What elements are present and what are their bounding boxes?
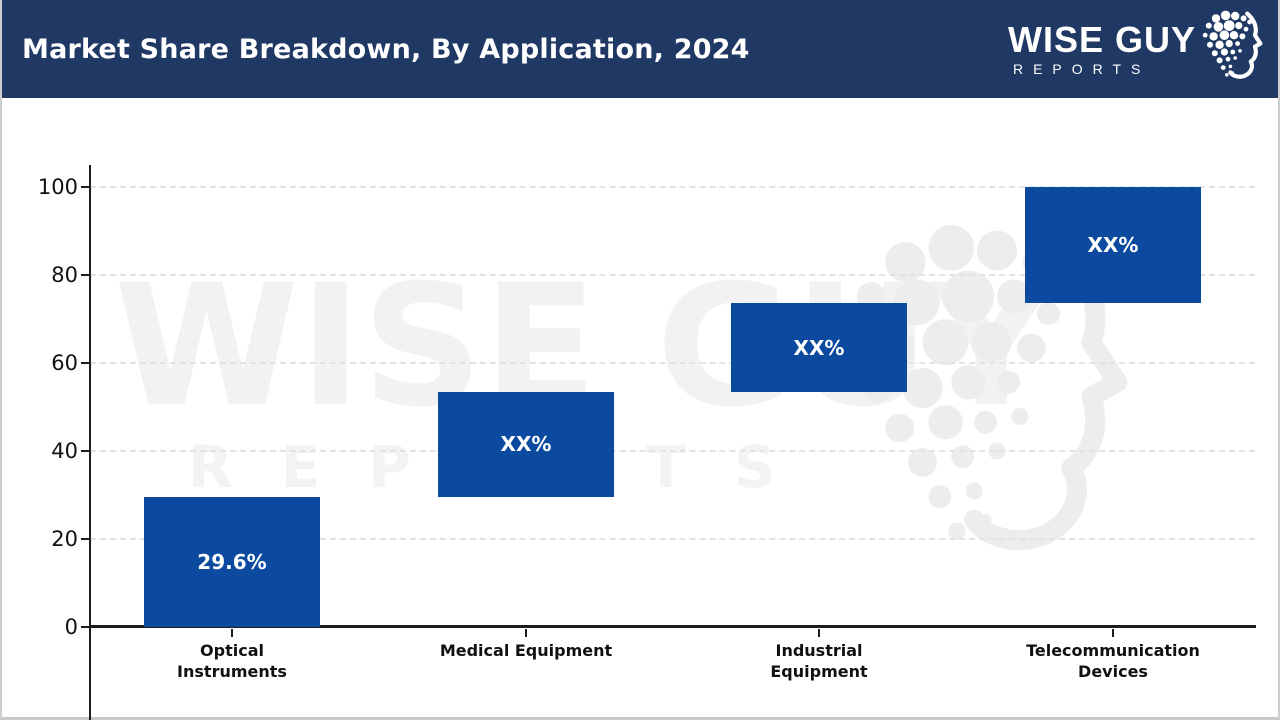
y-tick-20 — [81, 538, 90, 540]
gridline-40 — [90, 450, 1255, 452]
plot-area: 0 20 40 60 80 100 29.6% Optical Instruments XX% M… — [2, 98, 1280, 720]
gridline-20 — [90, 538, 1255, 540]
y-tick-60 — [81, 362, 90, 364]
y-tick-label-0: 0 — [64, 615, 78, 639]
x-tick-industrial-equipment — [818, 629, 820, 637]
y-tick-label-20: 20 — [51, 527, 78, 551]
bar-telecommunication-devices: XX% — [1025, 187, 1201, 304]
gridline-60 — [90, 362, 1255, 364]
bar-value-label-medical-equipment: XX% — [500, 432, 552, 457]
bar-industrial-equipment: XX% — [731, 303, 907, 393]
y-axis-line — [89, 165, 91, 720]
y-tick-100 — [81, 186, 90, 188]
y-tick-label-60: 60 — [51, 351, 78, 375]
x-tick-telecommunication-devices — [1112, 629, 1114, 637]
brand-logo: WISE GUY REPORTS — [1008, 8, 1264, 90]
x-axis-label-medical-equipment: Medical Equipment — [439, 641, 613, 660]
header: Market Share Breakdown, By Application, … — [2, 0, 1278, 98]
bar-optical-instruments: 29.6% — [144, 496, 320, 627]
brand-name: WISE GUY — [1007, 18, 1196, 60]
bar-value-label-industrial-equipment: XX% — [793, 335, 845, 360]
gridline-100 — [90, 186, 1255, 188]
y-tick-0 — [81, 626, 90, 628]
bar-value-label-optical-instruments: 29.6% — [197, 549, 267, 574]
x-axis-line — [89, 625, 1256, 628]
gridline-80 — [90, 274, 1255, 276]
brand-tagline: REPORTS — [1012, 60, 1151, 77]
x-tick-medical-equipment — [525, 629, 527, 637]
x-tick-optical-instruments — [231, 629, 233, 637]
y-tick-80 — [81, 274, 90, 276]
x-axis-label-optical-instruments: Optical Instruments — [177, 641, 287, 681]
bar-value-label-telecommunication-devices: XX% — [1087, 233, 1139, 258]
x-axis-label-telecommunication-devices: Telecommunication Devices — [1026, 641, 1200, 681]
bar-medical-equipment: XX% — [438, 392, 614, 497]
brand-logo-text: WISE GUY REPORTS — [1007, 18, 1196, 77]
y-tick-label-80: 80 — [51, 263, 78, 287]
x-axis-label-industrial-equipment: Industrial Equipment — [770, 641, 868, 681]
brand-face-icon — [1198, 8, 1264, 90]
chart-title: Market Share Breakdown, By Application, … — [22, 33, 750, 65]
y-tick-40 — [81, 450, 90, 452]
y-tick-label-40: 40 — [51, 439, 78, 463]
y-tick-label-100: 100 — [37, 175, 78, 199]
